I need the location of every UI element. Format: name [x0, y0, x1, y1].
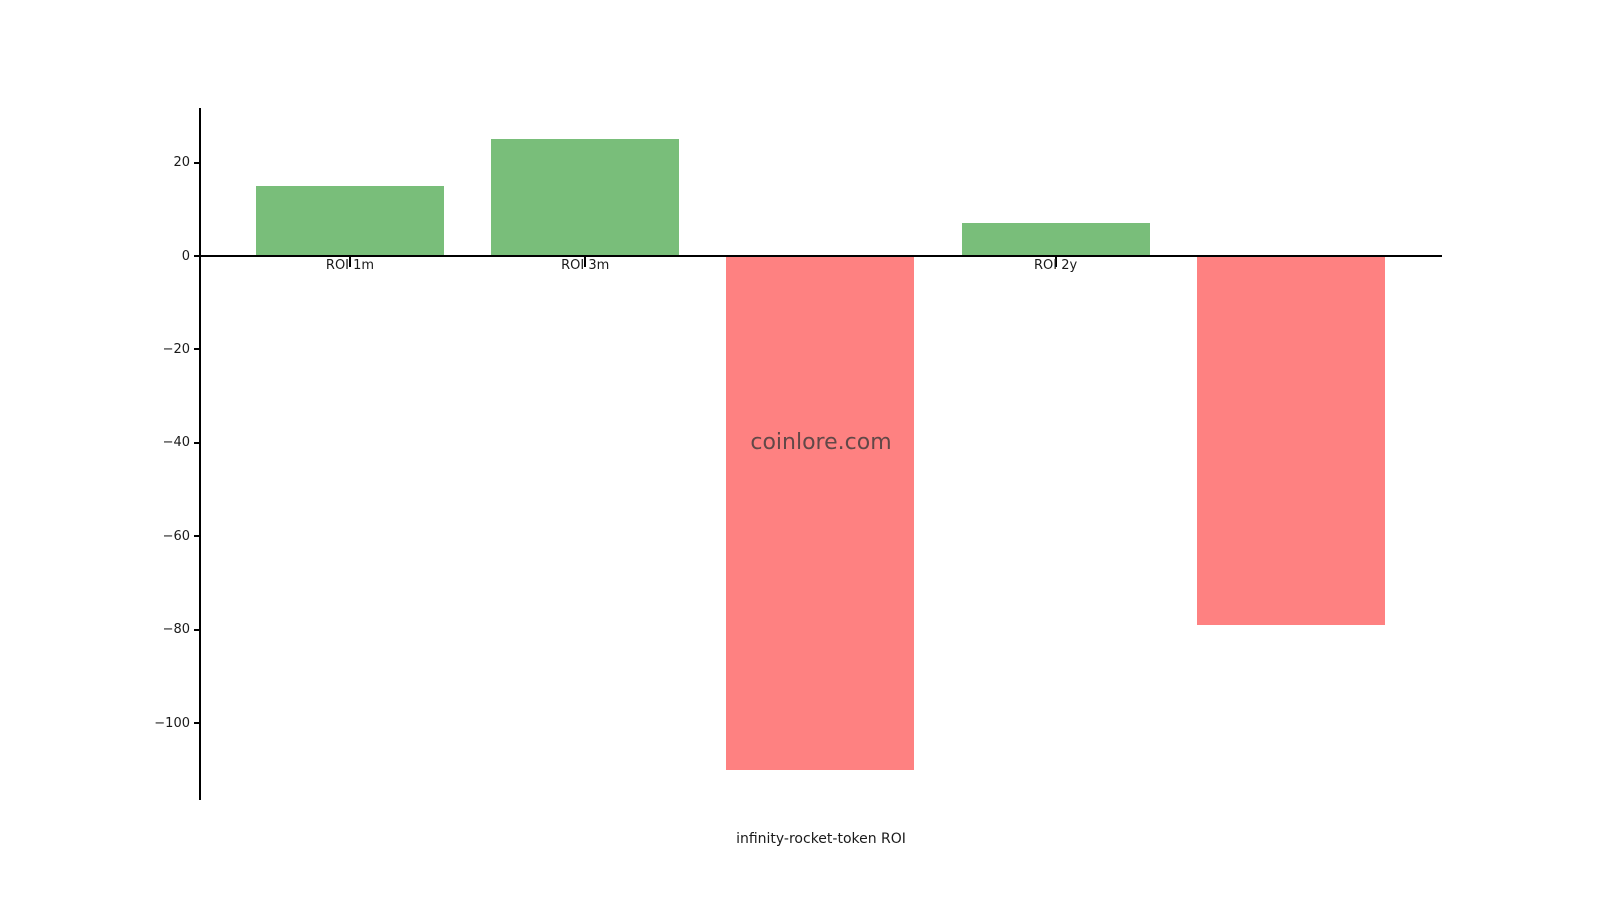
x-axis-tick	[584, 256, 587, 267]
y-axis-tick	[194, 348, 200, 351]
x-axis-tick-label: ROI 2y	[1033, 258, 1078, 273]
y-axis-tick	[194, 628, 200, 631]
y-axis-tick-label: −20	[162, 341, 190, 357]
y-axis-tick-label: −80	[162, 622, 190, 638]
y-axis-tick	[194, 161, 200, 164]
roi-bar-1	[256, 185, 444, 256]
x-axis-tick	[349, 256, 351, 267]
roi-bar-5	[1196, 256, 1385, 625]
chart-title: infinity-rocket-token ROI	[736, 831, 906, 847]
y-axis-tick	[194, 255, 200, 257]
y-axis-tick-label: −100	[154, 715, 190, 731]
x-axis-zero-line	[200, 255, 1442, 257]
y-axis-tick-label: 0	[181, 248, 190, 264]
y-axis-tick-label: −40	[162, 435, 190, 451]
y-axis-tick-label: 20	[173, 155, 190, 171]
watermark-text: coinlore.com	[750, 430, 892, 455]
x-axis-tick-label: ROI 1m	[325, 258, 375, 273]
y-axis-tick-label: −60	[162, 528, 190, 544]
y-axis-tick	[194, 441, 200, 444]
x-axis-tick	[1054, 256, 1057, 267]
y-axis-tick	[194, 722, 200, 724]
roi-bar-4	[961, 223, 1150, 256]
y-axis-tick	[194, 535, 200, 538]
y-axis-line	[199, 108, 201, 800]
x-axis-tick-label: ROI 3m	[561, 258, 610, 273]
roi-bar-3	[726, 256, 915, 770]
roi-bar-2	[491, 139, 680, 256]
